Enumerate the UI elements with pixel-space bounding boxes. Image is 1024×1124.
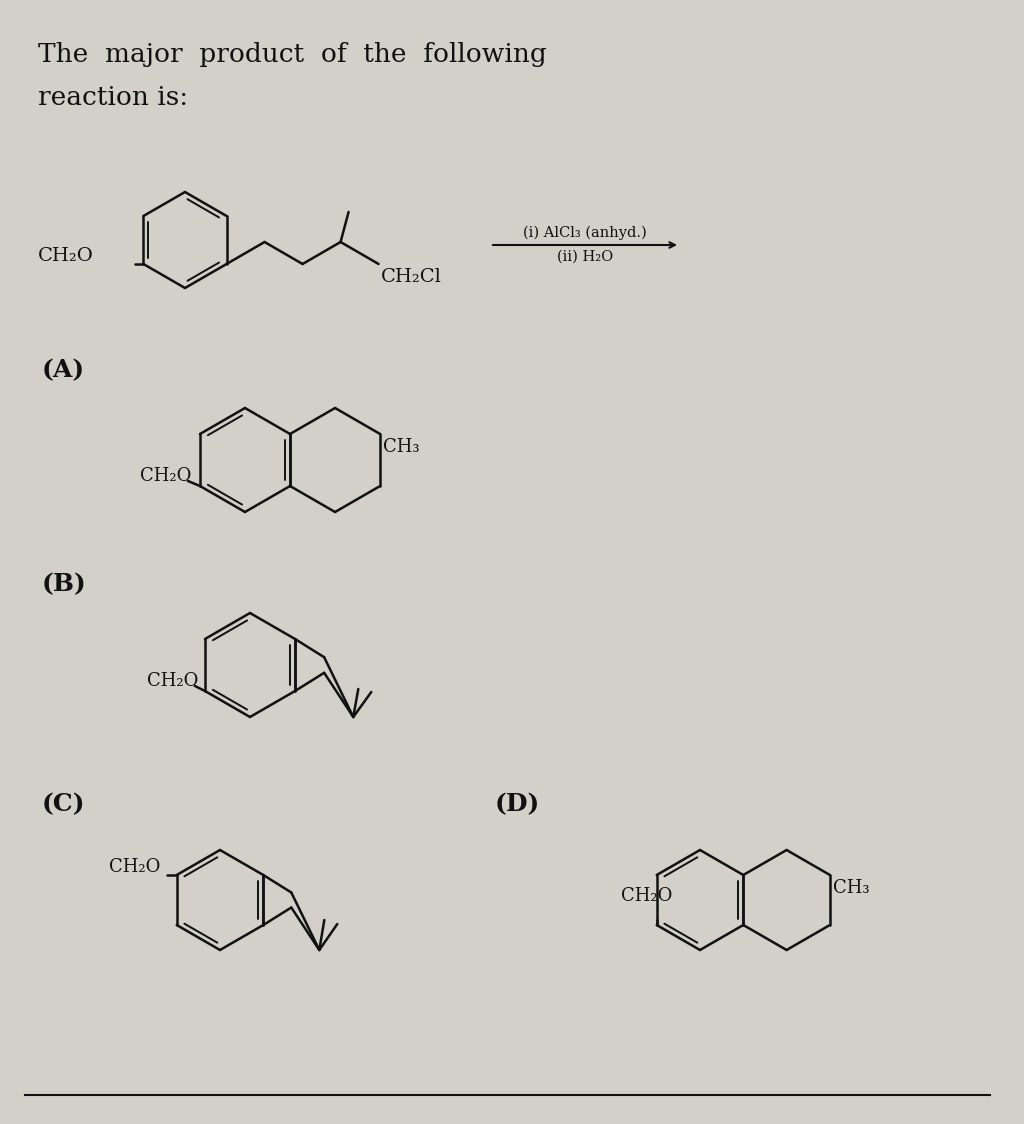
Text: (i) AlCl₃ (anhyd.): (i) AlCl₃ (anhyd.) xyxy=(523,226,647,241)
Text: reaction is:: reaction is: xyxy=(38,85,188,110)
Text: CH₂Cl: CH₂Cl xyxy=(381,268,441,285)
Text: CH₃: CH₃ xyxy=(833,879,869,897)
Text: (ii) H₂O: (ii) H₂O xyxy=(557,250,613,264)
Text: (C): (C) xyxy=(42,792,85,816)
Text: CH₂O: CH₂O xyxy=(147,672,199,690)
Text: CH₂O: CH₂O xyxy=(621,887,673,905)
Text: The  major  product  of  the  following: The major product of the following xyxy=(38,42,547,67)
Text: (B): (B) xyxy=(42,572,87,596)
Text: CH₂O: CH₂O xyxy=(140,466,191,484)
Text: CH₃: CH₃ xyxy=(383,438,420,456)
Text: (D): (D) xyxy=(495,792,541,816)
Text: CH₂O: CH₂O xyxy=(38,247,94,265)
Text: CH₂O: CH₂O xyxy=(109,858,160,876)
Text: (A): (A) xyxy=(42,359,85,382)
